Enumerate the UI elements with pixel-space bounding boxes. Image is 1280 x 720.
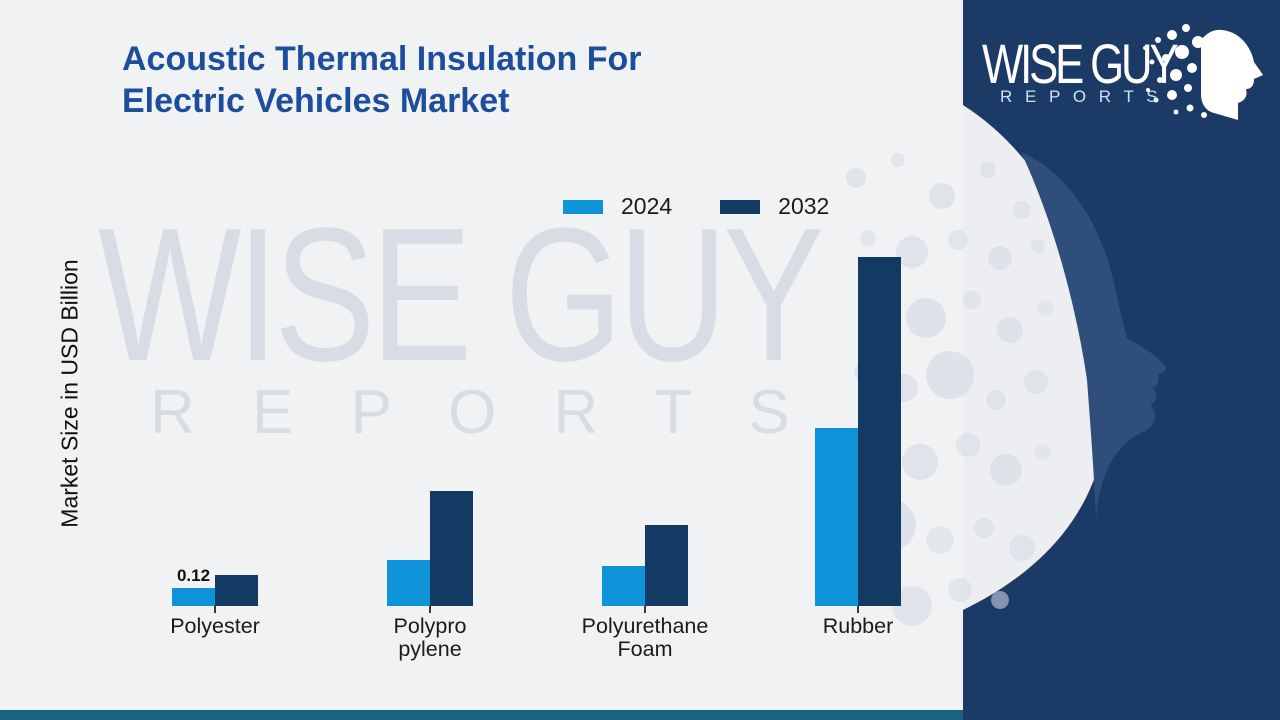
- logo-dot: [1170, 69, 1182, 81]
- logo-dot: [1173, 109, 1179, 115]
- chart-legend: 2024 2032: [563, 193, 829, 220]
- decor-dot: [1038, 300, 1054, 316]
- legend-item-2024: 2024: [563, 193, 672, 220]
- chart-title: Acoustic Thermal Insulation For Electric…: [122, 38, 642, 122]
- decor-dot: [892, 586, 932, 626]
- logo-dot: [1184, 84, 1192, 92]
- logo-dot: [1182, 24, 1190, 32]
- legend-swatch-2024: [563, 199, 603, 214]
- decor-dot: [846, 168, 866, 188]
- bar-2024-polyurethane-foam: [602, 565, 645, 606]
- logo-dot: [1162, 54, 1170, 62]
- bar-2024-rubber: [815, 427, 858, 606]
- legend-swatch-2032: [720, 199, 761, 214]
- logo-dot: [1155, 37, 1161, 43]
- legend-label: 2032: [778, 193, 830, 219]
- logo-wiseguy-text: WISE GUY: [982, 32, 1179, 95]
- logo-dot: [1206, 75, 1216, 85]
- watermark-reports-text: R E P O R T S: [150, 378, 810, 447]
- logo-head-icon: [1143, 24, 1263, 120]
- decor-dot: [974, 518, 994, 538]
- decor-dot: [997, 317, 1023, 343]
- decor-dot: [956, 433, 980, 457]
- decor-dot: [902, 444, 938, 480]
- logo-dot: [1149, 59, 1155, 65]
- logo-dot: [1167, 30, 1177, 40]
- bottom-teal-bar: [0, 710, 1280, 720]
- bar-2032-polyurethane-foam: [645, 525, 688, 606]
- decor-dot: [1013, 201, 1031, 219]
- logo-dot: [1175, 45, 1189, 59]
- axis-tick: [644, 606, 646, 613]
- chart-title-line1: Acoustic Thermal Insulation For: [122, 40, 642, 78]
- decor-dot: [891, 153, 905, 167]
- decor-dot: [990, 454, 1022, 486]
- category-label-polypropylene: Polypro pylene: [393, 614, 467, 661]
- decor-dot: [929, 183, 955, 209]
- decor-dot: [906, 298, 946, 338]
- decor-dot: [948, 578, 972, 602]
- decor-dot: [1024, 370, 1048, 394]
- decor-dot: [926, 351, 974, 399]
- axis-tick: [857, 606, 859, 613]
- legend-item-2032: 2032: [720, 193, 829, 220]
- logo-dot: [1157, 77, 1163, 83]
- decor-dot: [963, 291, 981, 309]
- category-label-polyurethane-foam: Polyurethane Foam: [581, 614, 709, 661]
- decor-dot: [980, 162, 996, 178]
- logo-dot: [1204, 51, 1212, 59]
- decor-dot: [896, 236, 928, 268]
- bar-2024-polypropylene: [387, 559, 430, 606]
- y-axis-label: Market Size in USD Billion: [56, 259, 83, 528]
- category-label-polyester: Polyester: [170, 614, 260, 638]
- axis-tick: [429, 606, 431, 613]
- decor-dot: [1034, 444, 1050, 460]
- legend-label: 2024: [621, 193, 673, 219]
- category-label-rubber: Rubber: [822, 614, 894, 638]
- bar-2024-polyester: [172, 588, 215, 606]
- logo-dot: [1167, 90, 1177, 100]
- logo-dot: [1153, 97, 1159, 103]
- blue-face-silhouette: [1021, 152, 1166, 520]
- logo-dot: [1143, 46, 1147, 50]
- decor-dot: [986, 390, 1006, 410]
- decor-dot: [926, 526, 954, 554]
- logo-dot: [1187, 63, 1197, 73]
- decor-dot: [988, 246, 1012, 270]
- logo-reports-text: R E P O R T S: [1000, 87, 1162, 106]
- logo-dot: [1192, 36, 1204, 48]
- decor-dot: [948, 230, 968, 250]
- logo-dot: [1146, 88, 1150, 92]
- decor-dot: [860, 230, 876, 246]
- bar-2032-rubber: [858, 256, 901, 606]
- bar-2032-polypropylene: [430, 490, 473, 606]
- logo-dot: [1201, 112, 1207, 118]
- chart-title-line2: Electric Vehicles Market: [122, 82, 510, 120]
- axis-tick: [214, 606, 216, 613]
- decor-dot: [991, 591, 1009, 609]
- bar-value-annotation: 0.12: [176, 566, 211, 585]
- watermark-wiseguy-text: WISE GUY: [98, 189, 824, 401]
- bar-2032-polyester: [215, 574, 258, 606]
- decor-dot: [1031, 239, 1045, 253]
- logo-dot: [1186, 104, 1194, 112]
- decor-dot: [1009, 535, 1035, 561]
